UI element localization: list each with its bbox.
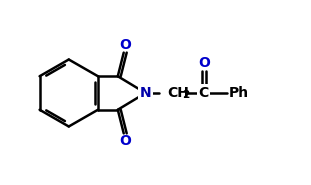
Text: O: O bbox=[119, 38, 131, 52]
Text: C: C bbox=[198, 85, 208, 100]
Text: O: O bbox=[119, 134, 131, 148]
Text: N: N bbox=[140, 86, 151, 100]
Text: 2: 2 bbox=[182, 90, 189, 100]
Text: Ph: Ph bbox=[229, 85, 249, 100]
Text: CH: CH bbox=[167, 85, 189, 100]
Text: O: O bbox=[198, 56, 210, 70]
